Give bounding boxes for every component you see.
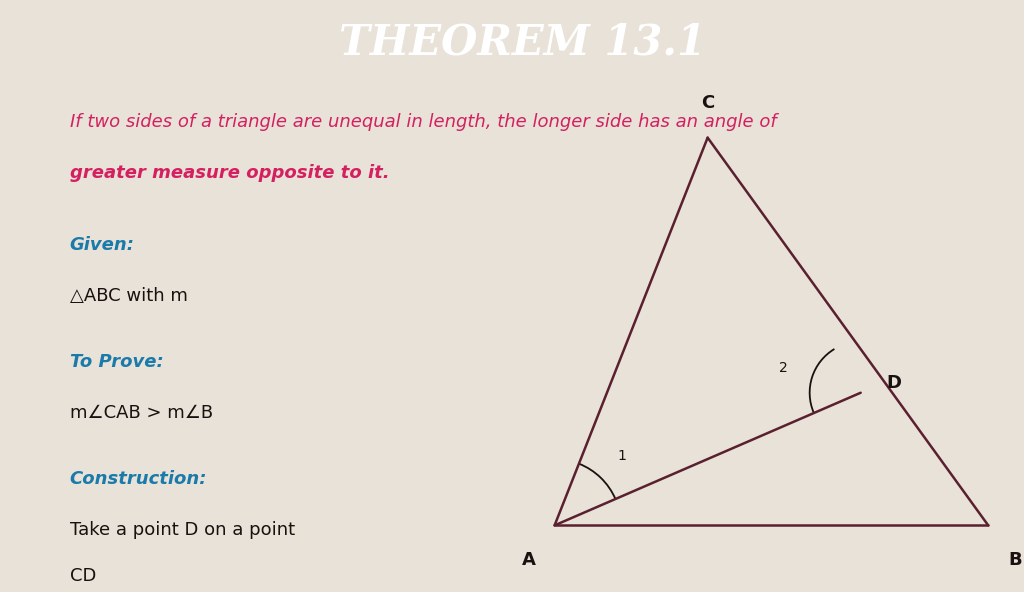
- Text: B: B: [1009, 551, 1022, 569]
- Text: CD: CD: [70, 567, 96, 584]
- Text: C: C: [701, 94, 715, 112]
- Text: 2: 2: [778, 361, 787, 375]
- Text: Given:: Given:: [70, 236, 135, 253]
- Text: To Prove:: To Prove:: [70, 353, 164, 371]
- Text: m∠CAB > m∠B: m∠CAB > m∠B: [70, 404, 213, 422]
- Text: A: A: [522, 551, 536, 569]
- Text: THEOREM 13.1: THEOREM 13.1: [339, 22, 706, 64]
- Text: D: D: [886, 374, 901, 391]
- Text: If two sides of a triangle are unequal in length, the longer side has an angle o: If two sides of a triangle are unequal i…: [70, 114, 776, 131]
- Text: Construction:: Construction:: [70, 470, 207, 488]
- Text: greater measure opposite to it.: greater measure opposite to it.: [70, 165, 389, 182]
- Text: 1: 1: [617, 449, 627, 463]
- Text: Take a point D on a point: Take a point D on a point: [70, 521, 301, 539]
- Text: △ABC with m: △ABC with m: [70, 287, 194, 304]
